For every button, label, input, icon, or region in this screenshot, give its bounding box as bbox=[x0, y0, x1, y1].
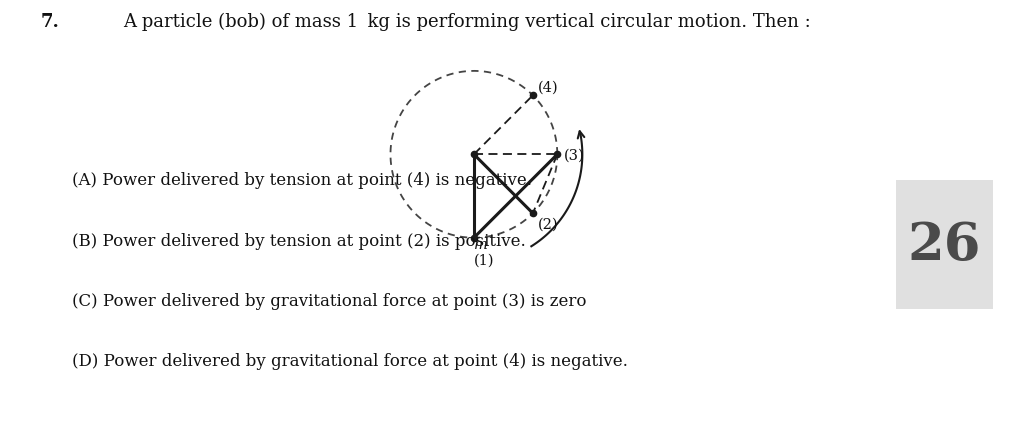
Text: (D) Power delivered by gravitational force at point (4) is negative.: (D) Power delivered by gravitational for… bbox=[72, 353, 628, 369]
Text: (4): (4) bbox=[538, 81, 558, 95]
FancyBboxPatch shape bbox=[891, 177, 998, 316]
Text: (B) Power delivered by tension at point (2) is positive.: (B) Power delivered by tension at point … bbox=[72, 232, 525, 249]
Text: 26: 26 bbox=[908, 220, 981, 270]
Text: (C) Power delivered by gravitational force at point (3) is zero: (C) Power delivered by gravitational for… bbox=[72, 292, 586, 309]
Text: 7.: 7. bbox=[41, 13, 59, 31]
Text: (3): (3) bbox=[564, 148, 585, 162]
Text: A particle (bob) of mass 1  kg is performing vertical circular motion. Then :: A particle (bob) of mass 1 kg is perform… bbox=[123, 13, 811, 31]
Text: (1): (1) bbox=[474, 253, 495, 267]
Text: (2): (2) bbox=[538, 217, 558, 231]
Text: (A) Power delivered by tension at point (4) is negative.: (A) Power delivered by tension at point … bbox=[72, 172, 531, 189]
Text: m: m bbox=[474, 238, 487, 252]
